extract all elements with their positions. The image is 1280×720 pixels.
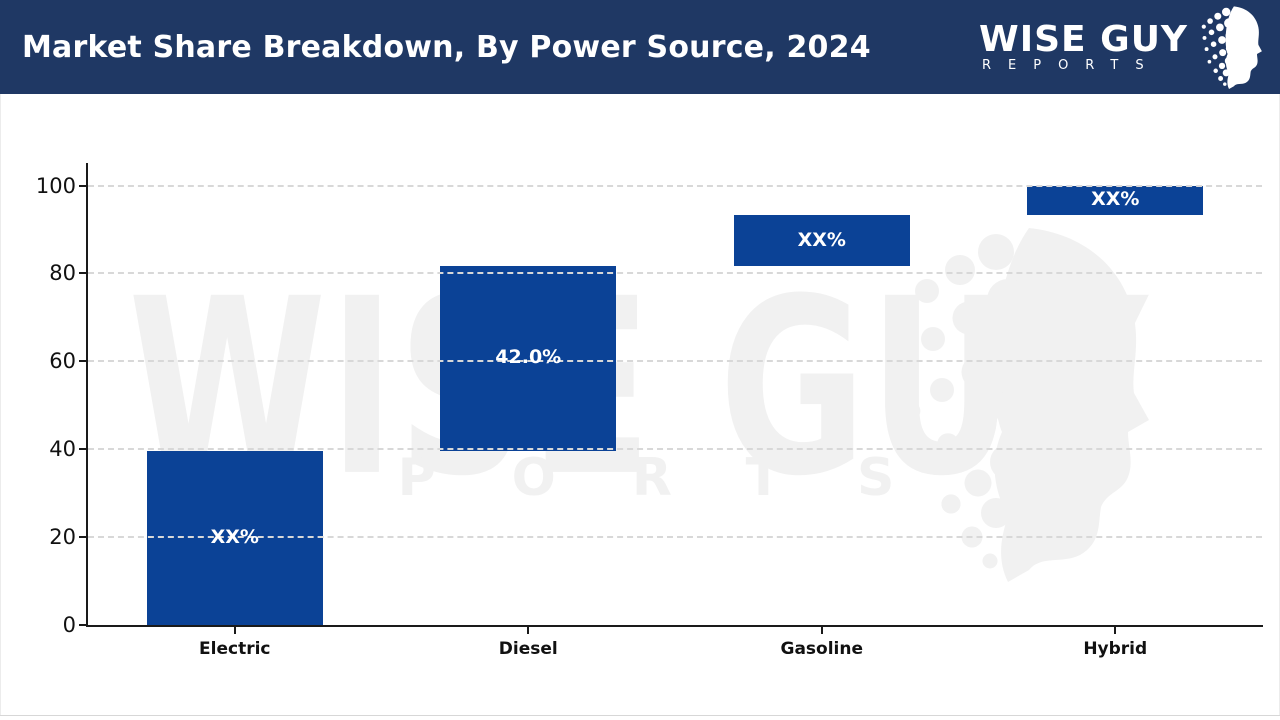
header: Market Share Breakdown, By Power Source,…	[0, 0, 1280, 94]
gridline-40	[88, 448, 1262, 451]
y-tick-40	[79, 448, 86, 451]
y-tick-100	[79, 184, 86, 187]
x-category-label-electric: Electric	[199, 639, 271, 659]
watermark-face-icon	[858, 222, 1158, 582]
bar-diesel	[440, 265, 617, 451]
gridline-20	[88, 536, 1262, 539]
x-tick-diesel	[527, 627, 530, 634]
y-tick-label: 80	[49, 261, 76, 286]
left-border	[0, 94, 1, 716]
y-tick-60	[79, 360, 86, 363]
x-category-label-hybrid: Hybrid	[1083, 639, 1148, 659]
x-tick-gasoline	[820, 627, 823, 634]
gridline-100	[88, 184, 1262, 187]
logo-text: WISE GUY REPORTS	[978, 18, 1188, 74]
y-tick-80	[79, 272, 86, 275]
gridline-80	[88, 272, 1262, 275]
page-title: Market Share Breakdown, By Power Source,…	[22, 29, 871, 65]
bar-label-electric: XX%	[210, 525, 259, 548]
y-tick-label: 40	[49, 437, 76, 462]
footer-divider	[0, 715, 1280, 716]
bar-gasoline	[733, 215, 910, 266]
logo-wordmark: WISE GUY	[978, 18, 1188, 60]
y-tick-0	[79, 624, 86, 626]
x-axis-spine	[86, 625, 1263, 627]
logo-subtext: REPORTS	[981, 58, 1161, 74]
wiseguy-logo: WISE GUY REPORTS	[979, 5, 1266, 89]
y-tick-label: 0	[62, 613, 76, 637]
y-tick-label: 20	[49, 525, 76, 550]
bar-label-hybrid: XX%	[1091, 188, 1140, 211]
y-tick-label: 60	[49, 349, 76, 374]
x-category-label-diesel: Diesel	[498, 639, 558, 659]
gridline-60	[88, 360, 1262, 363]
y-tick-20	[79, 536, 86, 539]
bar-hybrid	[1027, 185, 1204, 216]
y-axis-spine	[86, 163, 88, 627]
bar-label-gasoline: XX%	[797, 228, 846, 251]
x-tick-hybrid	[1114, 627, 1117, 634]
bar-label-diesel: 42.0%	[495, 346, 562, 369]
x-category-label-gasoline: Gasoline	[780, 639, 863, 659]
x-tick-electric	[233, 627, 236, 634]
y-tick-label: 100	[35, 173, 76, 198]
